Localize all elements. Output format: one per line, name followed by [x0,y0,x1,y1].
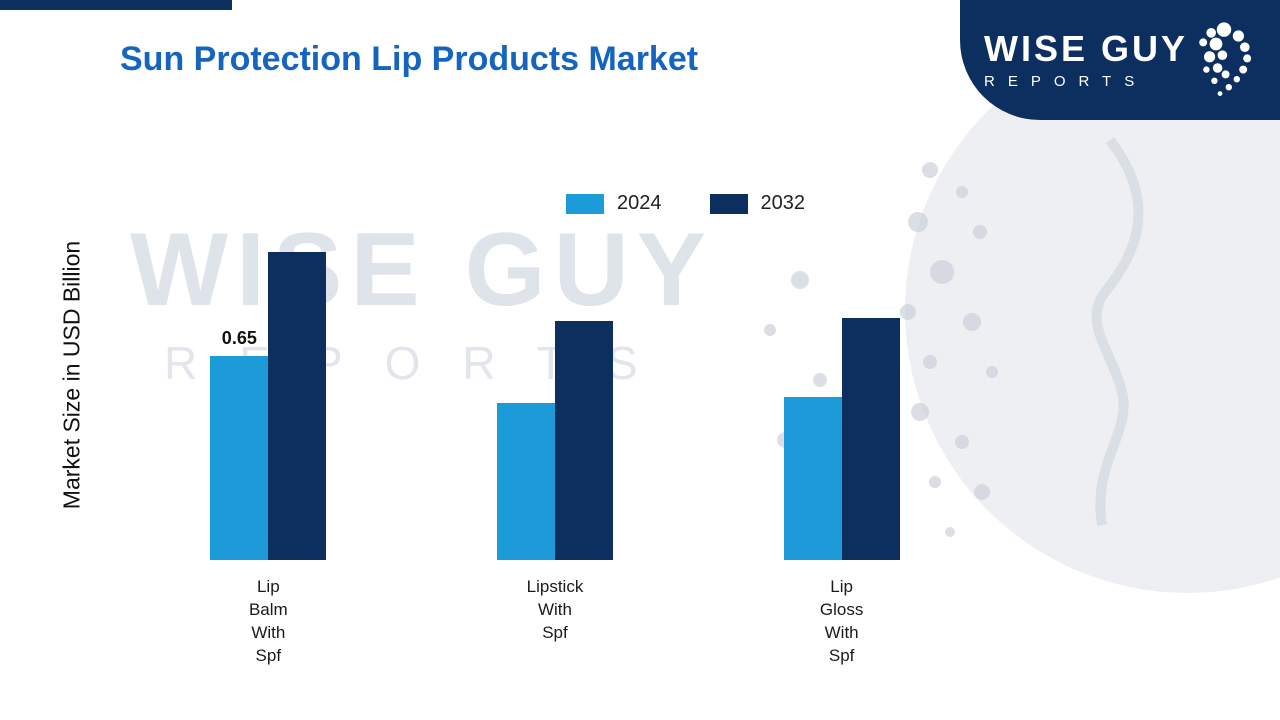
category-label: Lip Gloss With Spf [819,577,864,665]
bar-pair: 0.65 [210,230,327,560]
legend: 2024 2032 [566,192,805,215]
legend-item-2032: 2032 [709,192,806,215]
bar-value-label: 0.65 [221,328,257,348]
bar-2024: 0.65 [210,328,269,560]
bar-2024 [783,397,842,560]
bar-2032 [841,318,900,560]
background-dots-watermark [764,136,1144,537]
legend-label: 2032 [760,192,806,214]
logo-subtext: REPORTS [983,72,1148,90]
watermark-line1: WISE GUY [130,212,715,328]
y-axis-label: Market Size in USD Billion [58,240,85,510]
category-label: Lip Balm With Spf [248,577,288,665]
legend-label: 2024 [617,192,662,214]
chart-title: Sun Protection Lip Products Market [120,40,699,78]
bar-2024 [496,403,555,560]
category-label: Lipstick With Spf [526,577,584,642]
bar-2032 [268,252,327,560]
top-left-accent-bar [0,0,232,10]
plot-area: 0.65 Lip Balm With Spf Lipstick With Spf Lip Glos… [125,230,985,668]
bar-pair [783,230,900,560]
logo-face-dots-icon [1199,22,1252,96]
logo-text: WISE GUY REPORTS [983,27,1189,90]
legend-swatch [566,193,604,214]
bar-group: Lipstick With Spf [496,230,613,645]
bar-2032 [554,321,613,560]
bar-group: Lip Gloss With Spf [783,230,900,668]
bar-pair [496,230,613,560]
bar-group: 0.65 Lip Balm With Spf [210,230,327,668]
logo: WISE GUY REPORTS [960,0,1280,120]
legend-item-2024: 2024 [566,192,662,215]
legend-swatch [709,193,748,214]
logo-wordmark: WISE GUY [983,27,1189,69]
